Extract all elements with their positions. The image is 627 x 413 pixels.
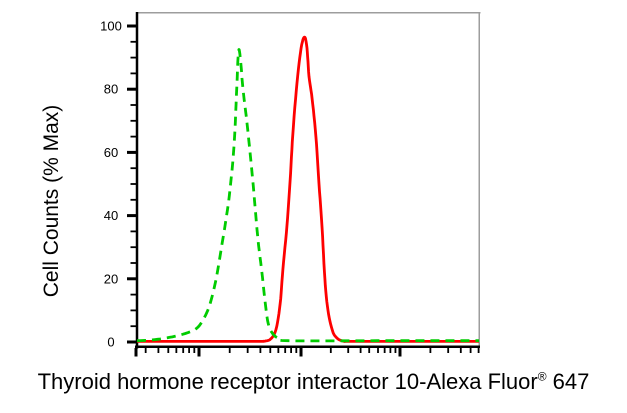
x-axis-title-text: Thyroid hormone receptor interactor 10-A… <box>37 369 538 394</box>
y-tick-label: 80 <box>104 82 118 97</box>
x-axis-title: Thyroid hormone receptor interactor 10-A… <box>0 369 627 395</box>
y-tick-label: 100 <box>100 19 122 34</box>
green-dashed-curve <box>137 48 479 343</box>
registered-trademark-icon: ® <box>537 369 547 384</box>
y-tick-label: 60 <box>104 145 118 160</box>
y-tick-label: 40 <box>104 208 118 223</box>
y-tick-label: 0 <box>107 335 114 350</box>
y-axis-title-text: Cell Counts (% Max) <box>40 104 63 298</box>
y-axis-title: Cell Counts (% Max) <box>40 51 66 351</box>
red-solid-curve <box>137 35 479 343</box>
x-axis-title-number: 647 <box>546 369 590 394</box>
y-tick-label: 20 <box>104 271 118 286</box>
